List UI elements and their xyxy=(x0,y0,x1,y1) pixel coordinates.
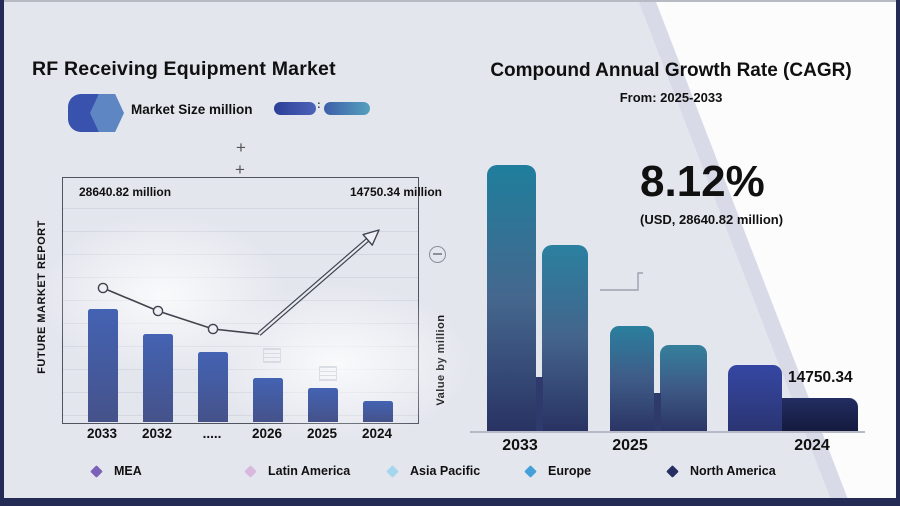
bar-joint xyxy=(654,393,661,431)
region-legend: MEA Latin America Asia Pacific Europe North … xyxy=(0,464,900,486)
legend-item: Asia Pacific xyxy=(386,464,481,478)
bar xyxy=(253,378,283,422)
bar xyxy=(610,326,654,431)
background-blob xyxy=(203,283,473,443)
legend-item: Latin America xyxy=(244,464,351,478)
tick-label: 2025 xyxy=(612,437,648,454)
bar xyxy=(782,398,858,431)
market-size-chart: 28640.82 million 14750.34 million xyxy=(38,177,473,443)
bar xyxy=(143,334,173,422)
tick-label: 2033 xyxy=(502,437,538,454)
chart-annotation-left: 28640.82 million xyxy=(79,185,172,199)
frame-edge xyxy=(896,0,900,506)
cagr-note: (USD, 28640.82 million) xyxy=(640,212,784,227)
cagr-value: 8.12% xyxy=(640,157,765,206)
gradient-pill-icon xyxy=(324,102,370,115)
bar xyxy=(660,345,707,431)
market-size-label: Market Size million xyxy=(131,102,253,117)
frame-edge xyxy=(0,0,4,506)
market-size-icon xyxy=(68,94,124,132)
legend-label: MEA xyxy=(114,464,142,478)
legend-item: Europe xyxy=(524,464,592,478)
legend-diamond-icon xyxy=(666,464,679,478)
legend-diamond-icon xyxy=(244,464,257,478)
bar xyxy=(308,388,338,422)
legend-label: Europe xyxy=(548,464,592,478)
cagr-chart: 14750.34 2033 2025 2024 xyxy=(470,150,870,460)
gradient-pill-icon xyxy=(274,102,316,115)
frame-edge xyxy=(0,498,900,506)
chart-annotation-right: 14750.34 million xyxy=(349,185,442,199)
page-title: RF Receiving Equipment Market xyxy=(32,58,336,80)
frame-edge xyxy=(0,0,900,2)
value-label: 14750.34 xyxy=(788,369,853,386)
tick-label: 2024 xyxy=(361,426,393,441)
watermark-table-icon xyxy=(319,366,337,381)
trend-line-arrow xyxy=(97,229,380,336)
legend-label: Asia Pacific xyxy=(410,464,481,478)
cagr-header: Compound Annual Growth Rate (CAGR) From:… xyxy=(471,60,871,105)
legend-item: MEA xyxy=(90,464,142,478)
pill-colon: : xyxy=(317,99,321,111)
cagr-period: From: 2025-2033 xyxy=(619,90,723,105)
bar xyxy=(487,165,536,431)
tick-label: 2024 xyxy=(794,437,830,454)
cagr-title: Compound Annual Growth Rate (CAGR) xyxy=(490,60,852,81)
step-bracket-icon xyxy=(600,272,643,291)
bar xyxy=(363,401,393,422)
bar xyxy=(728,365,782,431)
legend-label: North America xyxy=(690,464,776,478)
plus-icon: + xyxy=(235,160,245,179)
x-axis-line xyxy=(470,431,865,433)
legend-diamond-icon xyxy=(90,464,103,478)
bar xyxy=(88,309,118,422)
tick-label: 2026 xyxy=(251,426,283,441)
bar-joint xyxy=(536,377,543,431)
legend-label: Latin America xyxy=(268,464,351,478)
bar xyxy=(542,245,588,431)
minus-circle-icon xyxy=(429,246,446,263)
gridline xyxy=(63,208,418,209)
legend-diamond-icon xyxy=(386,464,399,478)
plus-icon: + xyxy=(236,138,246,157)
legend-diamond-icon xyxy=(524,464,537,478)
tick-label: 2025 xyxy=(306,426,338,441)
watermark-table-icon xyxy=(263,348,281,363)
tick-label: 2032 xyxy=(141,426,173,441)
tick-label: 2033 xyxy=(86,426,118,441)
tick-label: ..... xyxy=(202,426,222,441)
legend-item: North America xyxy=(666,464,776,478)
bar xyxy=(198,352,228,422)
